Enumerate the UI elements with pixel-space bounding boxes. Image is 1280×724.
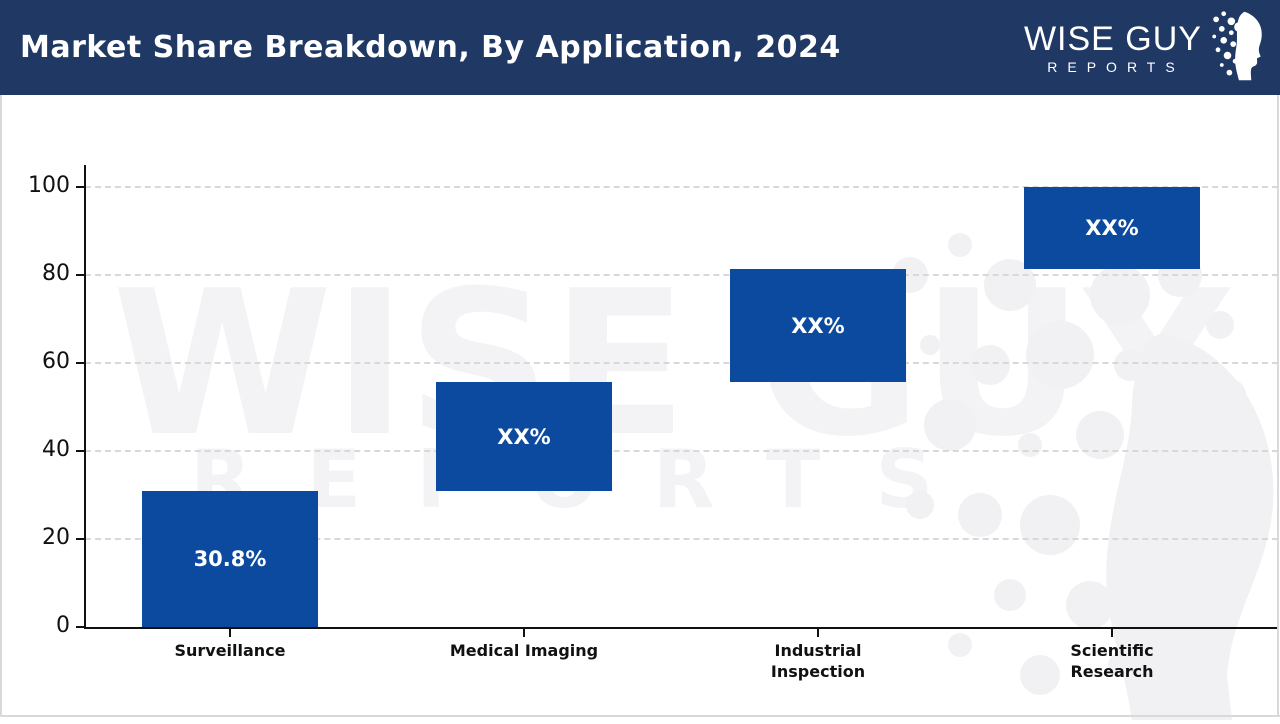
bar-value-label: XX% (497, 424, 551, 449)
gridline-80 (85, 274, 1278, 276)
gridline-60 (85, 362, 1278, 364)
y-tick-label-80: 80 (42, 261, 70, 286)
bar-value-label: XX% (1085, 216, 1139, 241)
y-tick-40 (76, 450, 84, 452)
x-axis-line (84, 627, 1278, 629)
x-tick-2 (523, 629, 525, 637)
gridline-20 (85, 538, 1278, 540)
y-tick-80 (76, 274, 84, 276)
x-category-label-2: Medical Imaging (449, 641, 599, 660)
bar-2: XX% (436, 382, 612, 492)
logo-text: WISE GUY REPORTS (1024, 22, 1202, 74)
bar-1: 30.8% (142, 491, 318, 627)
right-border (1277, 95, 1279, 717)
y-tick-label-0: 0 (56, 613, 70, 638)
y-tick-label-20: 20 (42, 525, 70, 550)
y-axis-line (84, 165, 86, 629)
bottom-rule (0, 715, 1280, 717)
y-tick-label-60: 60 (42, 349, 70, 374)
x-tick-4 (1111, 629, 1113, 637)
bar-3: XX% (730, 269, 906, 383)
x-category-label-1: Surveillance (174, 641, 286, 660)
bar-value-label: 30.8% (193, 547, 267, 572)
x-tick-3 (817, 629, 819, 637)
x-category-label-4: Scientific Research (1070, 641, 1154, 681)
left-border (0, 95, 2, 717)
y-tick-20 (76, 538, 84, 540)
y-tick-60 (76, 362, 84, 364)
bar-4: XX% (1024, 187, 1200, 270)
x-category-label-3: Industrial Inspection (770, 641, 866, 681)
y-tick-0 (76, 626, 84, 628)
gridline-100 (85, 186, 1278, 188)
bar-value-label: XX% (791, 313, 845, 338)
header-bar: Market Share Breakdown, By Application, … (0, 0, 1280, 95)
gridline-40 (85, 450, 1278, 452)
y-tick-label-40: 40 (42, 437, 70, 462)
x-tick-1 (229, 629, 231, 637)
y-tick-100 (76, 186, 84, 188)
logo-wordmark: WISE GUY (1023, 19, 1202, 58)
y-tick-label-100: 100 (28, 173, 70, 198)
head-profile-icon (1208, 8, 1266, 88)
logo-subtitle: REPORTS (1047, 58, 1185, 75)
chart-area: WISE GUY REPORTS 02040608010030.8%Survei… (0, 95, 1280, 720)
wise-guy-logo: WISE GUY REPORTS (1024, 8, 1280, 88)
page-title: Market Share Breakdown, By Application, … (20, 30, 841, 65)
